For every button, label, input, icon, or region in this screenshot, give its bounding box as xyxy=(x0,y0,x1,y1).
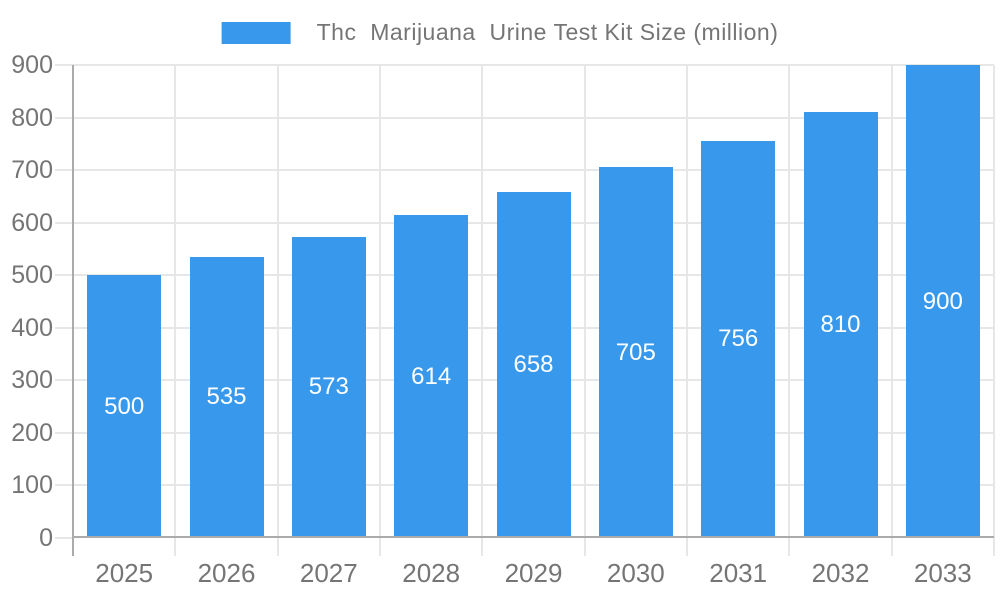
y-tick-label: 900 xyxy=(11,51,53,79)
y-tick-label: 300 xyxy=(11,366,53,395)
y-tick-label: 700 xyxy=(11,156,53,185)
bar-value-label: 614 xyxy=(411,362,452,390)
x-gridline xyxy=(583,65,586,538)
y-gridline xyxy=(73,64,994,66)
x-tick xyxy=(276,538,279,556)
x-tick-label: 2031 xyxy=(709,558,768,588)
x-tick-label: 2030 xyxy=(606,558,665,588)
x-gridline xyxy=(993,65,995,538)
bar xyxy=(905,65,980,538)
x-tick xyxy=(583,538,586,556)
bar xyxy=(291,236,366,538)
bar-value-label: 500 xyxy=(104,392,145,420)
y-tick xyxy=(55,326,73,329)
x-tick-label: 2032 xyxy=(811,558,870,588)
y-tick xyxy=(55,169,73,172)
x-tick xyxy=(174,538,177,556)
y-tick-label: 600 xyxy=(11,208,53,237)
x-tick xyxy=(72,538,74,556)
bar xyxy=(87,275,162,538)
x-gridline xyxy=(686,65,688,538)
x-tick xyxy=(890,538,893,556)
bar-value-label: 810 xyxy=(820,311,861,339)
x-gridline xyxy=(174,65,177,538)
bar-value-label: 658 xyxy=(513,351,554,379)
x-tick-label: 2029 xyxy=(504,558,563,588)
bar-value-label: 756 xyxy=(718,325,759,353)
chart-legend: Thc Marijuana Urine Test Kit Size (milli… xyxy=(221,19,779,46)
x-tick xyxy=(481,538,484,556)
y-tick xyxy=(55,64,73,66)
legend-swatch-icon xyxy=(221,21,291,44)
bar-value-label: 573 xyxy=(308,373,349,401)
x-gridline xyxy=(481,65,484,538)
y-axis-line xyxy=(72,65,74,556)
bar-value-label: 705 xyxy=(615,338,656,366)
bar-value-label: 535 xyxy=(206,383,247,411)
x-tick xyxy=(788,538,791,556)
x-tick-label: 2028 xyxy=(402,558,461,588)
x-tick-label: 2025 xyxy=(95,558,154,588)
x-tick-label: 2033 xyxy=(913,558,972,588)
x-tick xyxy=(993,538,995,556)
y-tick xyxy=(55,221,73,224)
x-gridline xyxy=(276,65,279,538)
x-gridline xyxy=(788,65,791,538)
bar xyxy=(803,112,878,538)
plot-area: 0 100 200 300 400 500 600 700 800 900 500 2025 535 20… xyxy=(11,52,995,587)
y-tick xyxy=(55,431,73,434)
y-tick-label: 800 xyxy=(11,103,53,132)
y-tick-label: 200 xyxy=(11,418,53,447)
x-gridline xyxy=(890,65,893,538)
legend-label: Thc Marijuana Urine Test Kit Size (milli… xyxy=(316,19,779,45)
y-tick xyxy=(55,116,73,119)
x-tick xyxy=(379,538,381,556)
y-tick-label: 500 xyxy=(11,261,53,290)
x-tick xyxy=(686,538,688,556)
bar xyxy=(701,140,776,538)
y-tick xyxy=(55,274,73,277)
x-gridline xyxy=(379,65,381,538)
y-tick xyxy=(55,484,73,487)
y-tick-label: 400 xyxy=(11,313,53,342)
y-tick-label: 100 xyxy=(11,471,53,500)
y-tick-label: 0 xyxy=(39,524,53,552)
y-tick xyxy=(55,537,73,539)
bar xyxy=(189,256,264,538)
bar xyxy=(394,215,469,538)
bar xyxy=(496,192,571,538)
x-tick-label: 2026 xyxy=(197,558,256,588)
bar-value-label: 900 xyxy=(922,287,963,315)
bar xyxy=(598,167,673,538)
x-tick-label: 2027 xyxy=(299,558,358,588)
y-tick xyxy=(55,379,73,382)
